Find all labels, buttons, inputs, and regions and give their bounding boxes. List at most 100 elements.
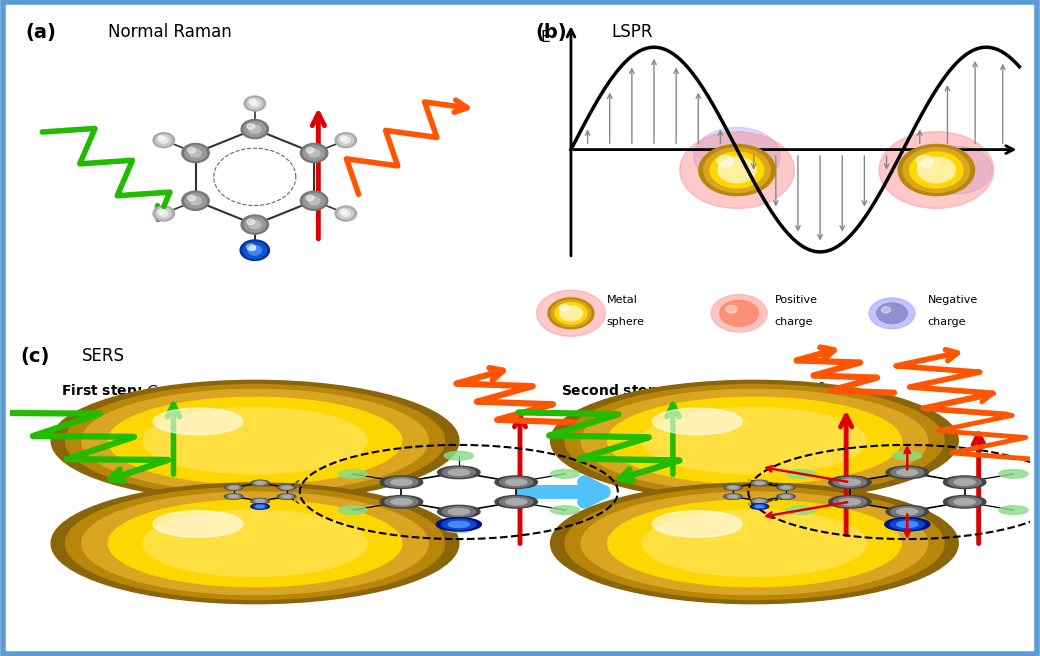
Circle shape bbox=[254, 481, 267, 485]
Circle shape bbox=[256, 482, 264, 484]
Circle shape bbox=[779, 495, 792, 499]
Circle shape bbox=[280, 485, 293, 489]
Circle shape bbox=[652, 408, 743, 435]
Circle shape bbox=[537, 290, 605, 337]
Circle shape bbox=[998, 470, 1028, 478]
Circle shape bbox=[156, 208, 172, 219]
Circle shape bbox=[189, 197, 202, 205]
Circle shape bbox=[560, 306, 582, 321]
Circle shape bbox=[142, 407, 367, 474]
Circle shape bbox=[890, 468, 924, 478]
Circle shape bbox=[442, 506, 475, 516]
Circle shape bbox=[249, 246, 256, 251]
Circle shape bbox=[724, 494, 743, 499]
Circle shape bbox=[782, 486, 790, 489]
Circle shape bbox=[282, 495, 291, 498]
Circle shape bbox=[158, 136, 164, 140]
Circle shape bbox=[903, 148, 969, 192]
Circle shape bbox=[256, 500, 264, 502]
Circle shape bbox=[786, 506, 815, 514]
Circle shape bbox=[185, 146, 206, 161]
Circle shape bbox=[108, 398, 401, 484]
Circle shape bbox=[248, 245, 262, 255]
Circle shape bbox=[726, 306, 737, 313]
Circle shape bbox=[720, 300, 758, 326]
Text: charge: charge bbox=[775, 317, 813, 327]
Circle shape bbox=[308, 197, 320, 205]
Circle shape bbox=[896, 522, 918, 527]
Circle shape bbox=[885, 518, 930, 531]
Circle shape bbox=[718, 157, 756, 183]
Circle shape bbox=[896, 508, 918, 515]
Circle shape bbox=[246, 123, 255, 129]
Circle shape bbox=[886, 505, 929, 518]
Circle shape bbox=[916, 155, 933, 167]
Circle shape bbox=[244, 217, 265, 232]
Text: Metal: Metal bbox=[606, 295, 638, 305]
Circle shape bbox=[505, 499, 527, 505]
Text: Normal Raman: Normal Raman bbox=[108, 24, 232, 41]
Circle shape bbox=[338, 134, 354, 146]
Circle shape bbox=[225, 485, 242, 490]
Circle shape bbox=[66, 384, 444, 497]
Circle shape bbox=[896, 469, 918, 476]
Circle shape bbox=[753, 504, 766, 508]
Circle shape bbox=[954, 499, 976, 505]
Circle shape bbox=[643, 510, 866, 577]
Circle shape bbox=[680, 132, 795, 209]
Circle shape bbox=[839, 479, 860, 485]
Circle shape bbox=[753, 481, 766, 485]
Circle shape bbox=[581, 390, 928, 492]
Circle shape bbox=[159, 211, 168, 216]
Circle shape bbox=[892, 451, 921, 460]
Circle shape bbox=[750, 480, 769, 485]
Circle shape bbox=[227, 495, 240, 499]
Circle shape bbox=[890, 520, 925, 529]
Circle shape bbox=[890, 506, 924, 516]
Circle shape bbox=[251, 480, 269, 485]
Circle shape bbox=[225, 494, 242, 499]
Circle shape bbox=[381, 476, 422, 489]
Text: LSPR: LSPR bbox=[612, 24, 653, 41]
Circle shape bbox=[448, 522, 469, 527]
Circle shape bbox=[159, 137, 168, 143]
Circle shape bbox=[499, 497, 532, 506]
Circle shape bbox=[948, 497, 981, 506]
Circle shape bbox=[244, 243, 265, 258]
Circle shape bbox=[251, 504, 269, 509]
Circle shape bbox=[246, 98, 263, 109]
Circle shape bbox=[308, 149, 320, 157]
Circle shape bbox=[82, 492, 428, 594]
Text: (a): (a) bbox=[25, 24, 56, 43]
Circle shape bbox=[66, 487, 444, 600]
Circle shape bbox=[241, 215, 268, 234]
Circle shape bbox=[340, 136, 346, 140]
Circle shape bbox=[550, 483, 958, 604]
Circle shape bbox=[495, 495, 538, 508]
Circle shape bbox=[495, 476, 538, 489]
Circle shape bbox=[607, 398, 902, 484]
Text: E: E bbox=[541, 30, 550, 45]
Circle shape bbox=[256, 505, 264, 508]
Circle shape bbox=[244, 121, 265, 136]
Circle shape bbox=[833, 478, 866, 487]
Circle shape bbox=[829, 495, 872, 508]
Circle shape bbox=[998, 506, 1028, 514]
Circle shape bbox=[782, 495, 790, 498]
Circle shape bbox=[753, 499, 766, 503]
Circle shape bbox=[755, 482, 763, 484]
Circle shape bbox=[153, 511, 242, 537]
Circle shape bbox=[718, 155, 734, 167]
Circle shape bbox=[438, 466, 480, 479]
Circle shape bbox=[551, 300, 591, 327]
Circle shape bbox=[581, 492, 928, 594]
Circle shape bbox=[142, 510, 367, 577]
Circle shape bbox=[304, 146, 324, 161]
Circle shape bbox=[246, 219, 255, 224]
Circle shape bbox=[560, 304, 569, 312]
Circle shape bbox=[786, 470, 815, 478]
Circle shape bbox=[246, 245, 263, 256]
Circle shape bbox=[779, 485, 792, 489]
Text: SERS: SERS bbox=[82, 347, 125, 365]
Circle shape bbox=[254, 499, 267, 503]
